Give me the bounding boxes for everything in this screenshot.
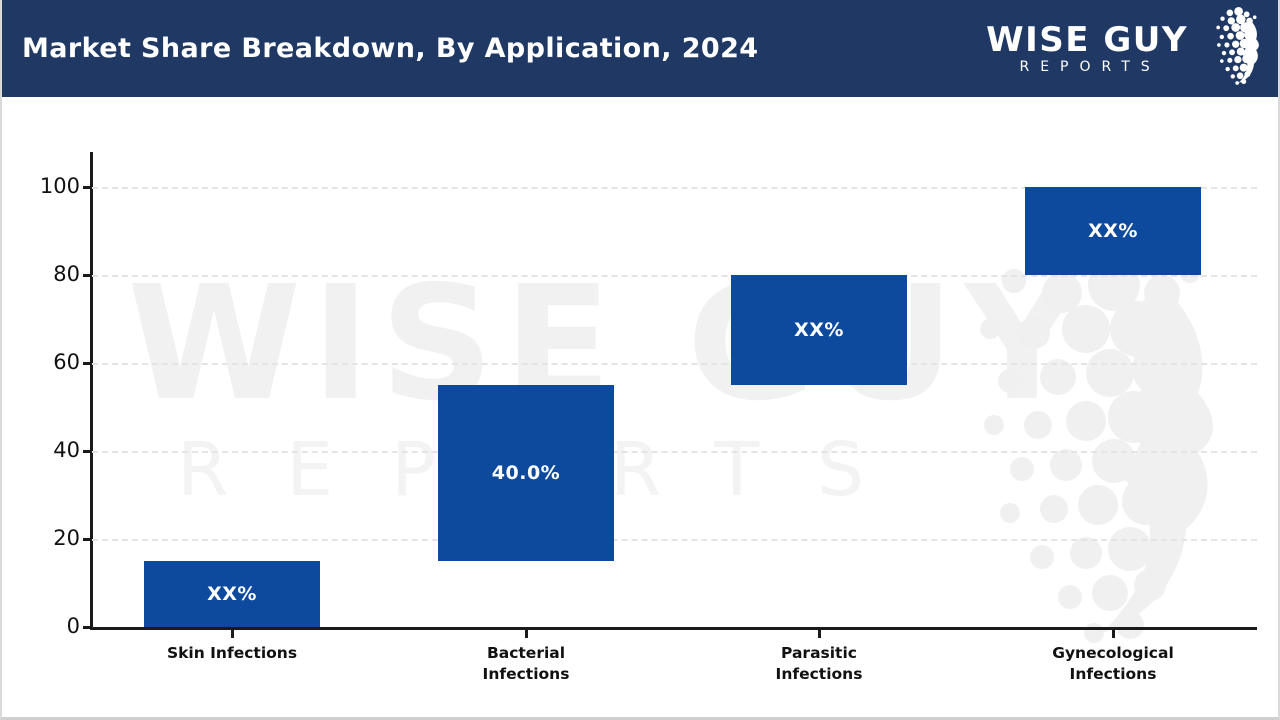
bar-value-label: XX% (207, 583, 257, 605)
gridline (92, 539, 1257, 541)
x-tick-mark (1112, 630, 1115, 638)
plot-area: 0 20 40 60 80 100 XX% Skin Infections 40.0% Bacte… (2, 97, 1278, 717)
y-tick-label: 0 (66, 614, 80, 638)
x-axis-category-label-line: Bacterial (486, 644, 566, 662)
x-axis-category-label-line: Infections (482, 665, 570, 683)
bar-parasitic-infections: XX% (731, 275, 907, 385)
bar-value-label: 40.0% (491, 462, 561, 484)
bar-bacterial-infections: 40.0% (438, 385, 614, 561)
x-axis-category-label-line: Skin Infections (166, 644, 298, 662)
x-axis-category-label-line: Parasitic (781, 644, 857, 662)
x-axis-category-label: Gynecological Infections (1003, 643, 1223, 685)
x-axis-category-label: Bacterial Infections (416, 643, 636, 685)
logo-wordmark: WISE GUY (986, 19, 1188, 60)
bar-skin-infections: XX% (144, 561, 320, 627)
wiseguy-face-icon (1216, 6, 1259, 85)
x-axis-category-label: Parasitic Infections (709, 643, 929, 685)
x-axis-category-label-line: Gynecological (1052, 644, 1174, 662)
bar-value-label: XX% (1088, 220, 1138, 242)
x-tick-mark (818, 630, 821, 638)
gridline (92, 451, 1257, 453)
x-axis-line (90, 627, 1257, 630)
y-tick-mark (83, 362, 91, 365)
y-tick-mark (83, 450, 91, 453)
page-title: Market Share Breakdown, By Application, … (22, 33, 759, 64)
gridline (92, 363, 1257, 365)
x-axis-category-label-line: Infections (775, 665, 863, 683)
wiseguy-logo-text: WISE GUY REPORTS (986, 22, 1188, 76)
bar-value-label: XX% (794, 319, 844, 341)
y-tick-label: 60 (53, 350, 80, 374)
y-tick-label: 100 (39, 174, 80, 198)
y-tick-mark (83, 626, 91, 629)
wiseguy-logo: WISE GUY REPORTS (986, 6, 1264, 91)
y-tick-label: 20 (53, 526, 80, 550)
gridline (92, 187, 1257, 189)
bar-gynecological-infections: XX% (1025, 187, 1201, 275)
x-tick-mark (525, 630, 528, 638)
y-tick-mark (83, 274, 91, 277)
y-axis-line (90, 152, 93, 629)
logo-subtitle: REPORTS (1019, 58, 1161, 75)
header-bar: Market Share Breakdown, By Application, … (2, 0, 1278, 97)
x-axis-category-label: Skin Infections (122, 643, 342, 664)
y-tick-label: 80 (53, 262, 80, 286)
x-axis-category-label-line: Infections (1069, 665, 1157, 683)
y-tick-mark (83, 538, 91, 541)
x-tick-mark (231, 630, 234, 638)
y-tick-label: 40 (53, 438, 80, 462)
y-tick-mark (83, 186, 91, 189)
gridline (92, 275, 1257, 277)
